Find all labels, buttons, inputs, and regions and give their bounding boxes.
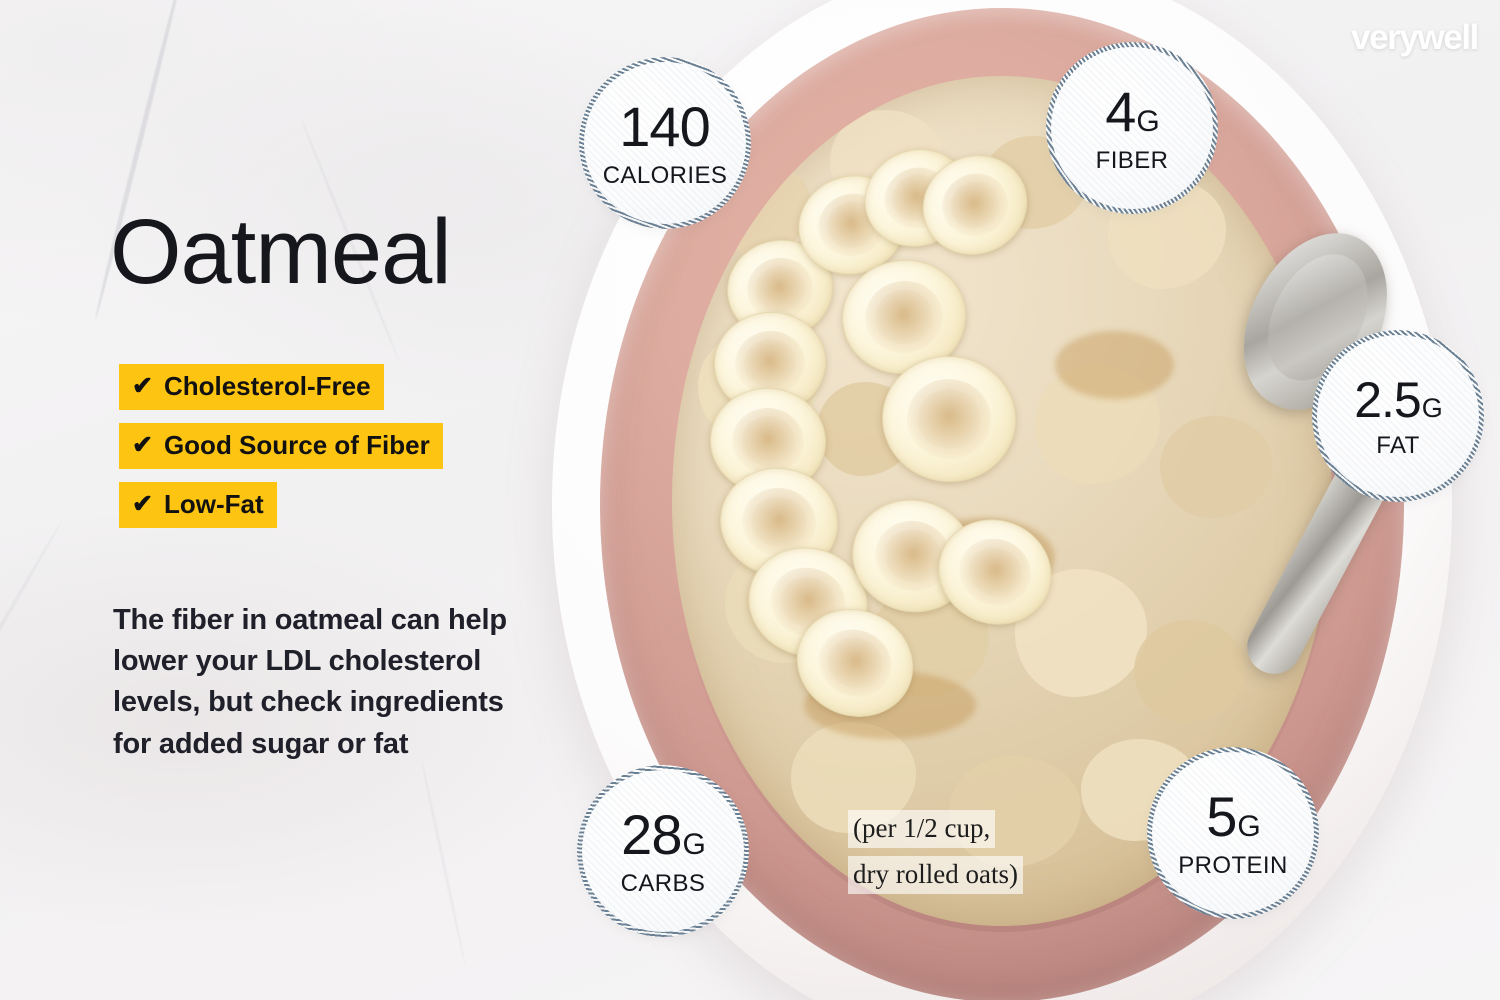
benefit-tag-low-fat: ✔ Low-Fat — [119, 482, 277, 528]
benefit-tag-label: Cholesterol-Free — [163, 371, 371, 401]
badge-value: 2.5 — [1354, 371, 1422, 428]
badge-label: FIBER — [1095, 146, 1169, 174]
serving-size-caption: (per 1/2 cup, dry rolled oats) — [848, 810, 1068, 902]
serving-line-1: (per 1/2 cup, — [848, 810, 996, 848]
verywell-logo[interactable]: verywell — [1351, 18, 1479, 57]
check-icon: ✔ — [132, 371, 153, 400]
body-paragraph: The fiber in oatmeal can help lower your… — [113, 604, 507, 760]
badge-label: CALORIES — [602, 161, 728, 189]
page-title: Oatmeal — [110, 201, 452, 303]
check-icon: ✔ — [132, 430, 153, 459]
badge-unit: G — [682, 827, 705, 861]
nutrition-badge-fat: 2.5 G FAT — [1312, 330, 1484, 502]
nutrition-badge-carbs: 28 G CARBS — [577, 765, 749, 937]
badge-value: 5 — [1206, 784, 1237, 848]
badge-unit: G — [1136, 104, 1159, 138]
badge-unit: G — [1237, 809, 1260, 843]
benefit-tag-label: Low-Fat — [163, 489, 264, 519]
badge-label: FAT — [1376, 431, 1420, 459]
check-icon: ✔ — [132, 489, 153, 518]
benefit-tag-list: ✔ Cholesterol-Free ✔ Good Source of Fibe… — [119, 364, 443, 541]
serving-line-2: dry rolled oats) — [848, 856, 1023, 894]
badge-label: CARBS — [620, 869, 706, 897]
benefit-tag-cholesterol-free: ✔ Cholesterol-Free — [119, 364, 384, 410]
badge-value: 140 — [619, 94, 710, 158]
benefit-tag-good-source-of-fiber: ✔ Good Source of Fiber — [119, 423, 443, 469]
badge-label: PROTEIN — [1178, 851, 1288, 879]
badge-value: 28 — [621, 802, 682, 866]
badge-value: 4 — [1105, 79, 1136, 143]
oatmeal-bowl-photo — [552, 0, 1452, 1000]
badge-unit: G — [1421, 392, 1443, 423]
nutrition-badge-calories: 140 CALORIES — [579, 57, 751, 229]
benefit-tag-label: Good Source of Fiber — [163, 430, 430, 460]
